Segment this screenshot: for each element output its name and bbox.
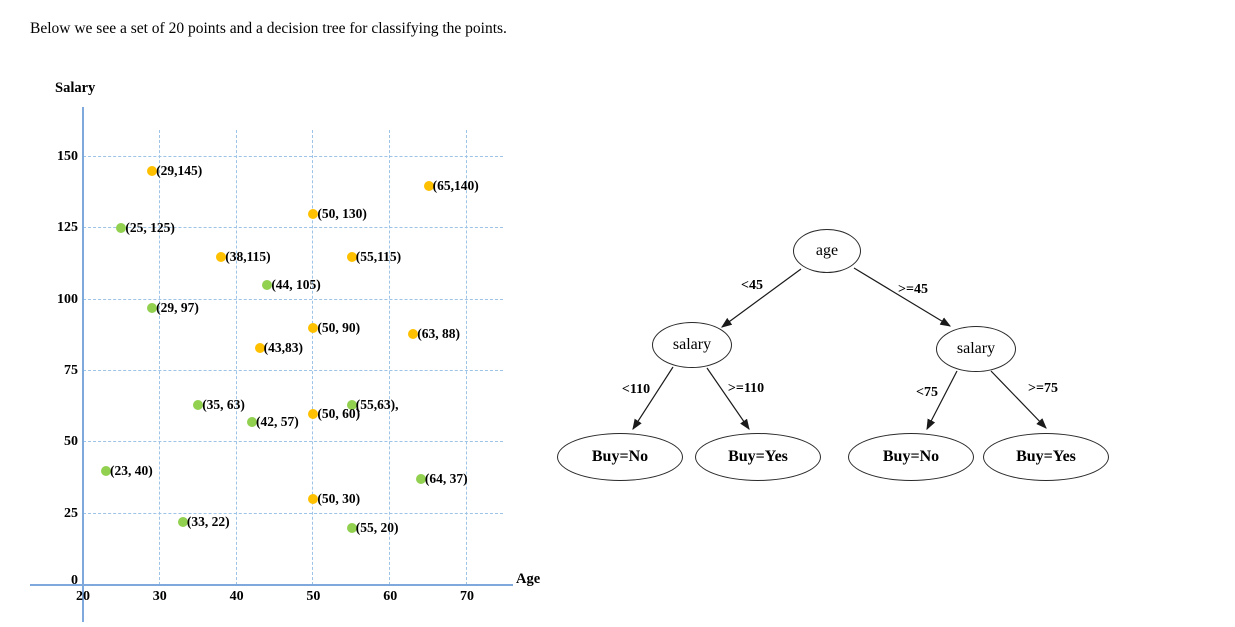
data-point-label: (55,63), <box>355 397 399 413</box>
tree-leaf-buy-no-2-label: Buy=No <box>882 448 940 465</box>
scatter-plot: Salary Age 0 25 50 75 100 125 150 20 30 40 50 60 70 (… <box>0 0 560 627</box>
data-point-dot <box>408 328 419 339</box>
tree-node-age-label: age <box>815 242 839 259</box>
grid-line-horizontal <box>83 298 503 300</box>
data-point-dot <box>308 494 319 505</box>
tree-leaf-buy-no-1: Buy=No <box>557 433 683 481</box>
data-point-dot <box>254 343 265 354</box>
x-tick-label: 30 <box>152 589 167 604</box>
tree-edge-label-ge110: >=110 <box>727 381 765 396</box>
data-point-dot <box>308 408 319 419</box>
tree-edge-label-lt45: <45 <box>741 278 763 293</box>
data-point-dot <box>423 180 434 191</box>
x-axis-line <box>30 584 513 586</box>
data-point-label: (35, 63) <box>202 397 245 413</box>
data-point-label: (64, 37) <box>424 471 468 487</box>
data-point-dot <box>147 303 158 314</box>
tree-leaf-buy-no-1-label: Buy=No <box>591 448 649 465</box>
grid-line-horizontal <box>83 370 503 371</box>
data-point-label: (50, 30) <box>317 491 361 507</box>
tree-edge-arrow <box>990 370 1047 429</box>
grid-line-horizontal <box>83 512 503 514</box>
tree-node-age: age <box>793 229 861 273</box>
data-point-label: (23, 40) <box>110 462 153 478</box>
data-point-dot <box>262 280 273 291</box>
tree-node-salary-right: salary <box>936 326 1016 372</box>
data-point-dot <box>346 522 357 533</box>
data-point-label: (55,115) <box>355 248 402 264</box>
tree-edge-arrow <box>926 370 958 431</box>
data-point-dot <box>177 517 188 528</box>
data-point-label: (44, 105) <box>271 277 321 293</box>
tree-leaf-buy-yes-2-label: Buy=Yes <box>1016 448 1076 465</box>
data-point-dot <box>246 417 257 428</box>
tree-leaf-buy-yes-2: Buy=Yes <box>983 433 1109 481</box>
tree-node-salary-left: salary <box>652 322 732 368</box>
data-point-label: (50, 130) <box>317 206 367 222</box>
data-point-label: (25, 125) <box>125 220 175 236</box>
data-point-dot <box>147 166 158 177</box>
tree-leaf-buy-yes-1-label: Buy=Yes <box>728 448 788 465</box>
x-tick-label: 20 <box>76 589 90 604</box>
data-point-dot <box>101 465 112 476</box>
y-tick-label: 125 <box>57 220 78 236</box>
y-tick-label: 75 <box>64 363 78 378</box>
data-point-dot <box>346 400 357 411</box>
grid-line-vertical <box>389 130 391 585</box>
y-tick-label: 100 <box>57 291 78 307</box>
x-tick-label: 60 <box>383 589 398 604</box>
grid-line-vertical <box>312 130 314 585</box>
y-tick-label: 25 <box>64 505 78 521</box>
data-point-label: (42, 57) <box>255 414 299 430</box>
tree-edge-label-lt75: <75 <box>916 385 938 400</box>
tree-edge-arrow <box>706 367 750 430</box>
y-tick-label: 50 <box>64 434 78 450</box>
tree-node-salary-left-label: salary <box>672 336 712 353</box>
data-point-label: (29,145) <box>156 163 203 179</box>
y-axis-line <box>82 107 84 622</box>
page-title: Below we see a set of 20 points and a de… <box>30 20 507 37</box>
data-point-dot <box>415 474 426 485</box>
grid-line-horizontal <box>83 441 503 443</box>
y-axis-title: Salary <box>55 80 96 96</box>
tree-leaf-buy-yes-1: Buy=Yes <box>695 433 821 481</box>
data-point-dot <box>308 323 319 334</box>
x-tick-label: 70 <box>460 589 474 604</box>
y-tick-label: 0 <box>71 573 78 588</box>
x-tick-label: 50 <box>306 589 321 604</box>
grid-line-vertical <box>235 130 237 585</box>
grid-line-vertical <box>158 130 160 585</box>
tree-edge-label-lt110: <110 <box>621 382 651 397</box>
x-axis-title: Age <box>516 571 541 587</box>
tree-edge-arrow <box>632 366 674 431</box>
data-point-label: (38,115) <box>225 248 271 264</box>
data-point-label: (33, 22) <box>186 514 230 530</box>
data-point-label: (65,140) <box>432 177 479 193</box>
tree-edge-arrow <box>721 268 802 328</box>
data-point-dot <box>116 223 127 234</box>
data-point-dot <box>346 251 357 262</box>
grid-line-horizontal <box>83 156 503 157</box>
tree-edge-arrow <box>853 267 952 327</box>
data-point-dot <box>193 400 204 411</box>
grid-line-horizontal <box>83 227 503 229</box>
tree-leaf-buy-no-2: Buy=No <box>848 433 974 481</box>
x-tick-label: 40 <box>229 589 244 604</box>
data-point-label: (43,83) <box>263 340 303 356</box>
data-point-label: (50, 60) <box>317 405 361 421</box>
tree-edge-label-ge75: >=75 <box>1028 381 1058 396</box>
tree-node-salary-right-label: salary <box>956 340 996 357</box>
data-point-dot <box>216 251 227 262</box>
data-point-label: (63, 88) <box>417 325 460 341</box>
tree-edge-label-ge45: >=45 <box>898 282 928 297</box>
y-tick-label: 150 <box>57 149 78 164</box>
grid-line-vertical <box>466 130 467 585</box>
data-point-dot <box>308 209 319 220</box>
data-point-label: (50, 90) <box>317 320 361 336</box>
data-point-label: (29, 97) <box>156 300 199 316</box>
data-point-label: (55, 20) <box>355 519 399 535</box>
